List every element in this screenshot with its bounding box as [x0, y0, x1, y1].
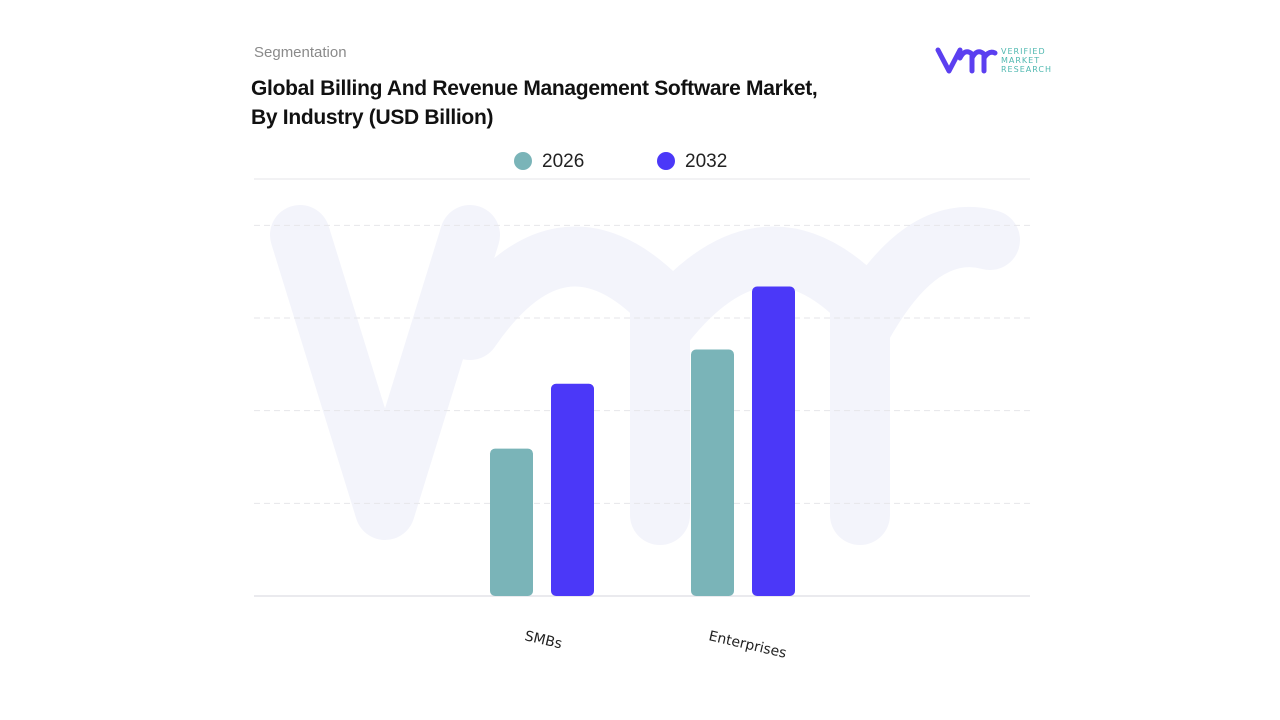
svg-text:VERIFIED: VERIFIED — [1001, 47, 1046, 56]
legend-label-2032: 2032 — [685, 151, 727, 172]
title-line-1: Global Billing And Revenue Management So… — [251, 77, 818, 100]
bar-enterprises-2026 — [691, 349, 734, 596]
legend: 2026 2032 — [514, 151, 727, 172]
vmr-logo: VERIFIED MARKET RESEARCH — [935, 44, 1060, 81]
svg-text:MARKET: MARKET — [1001, 56, 1040, 65]
x-tick-label-smbs: SMBs — [523, 628, 564, 652]
title-line-2: By Industry (USD Billion) — [251, 106, 494, 129]
chart-title: Global Billing And Revenue Management So… — [251, 74, 871, 132]
x-tick-label-enterprises: Enterprises — [707, 628, 788, 661]
bar-smbs-2032 — [551, 383, 594, 596]
legend-label-2026: 2026 — [542, 151, 584, 172]
svg-text:RESEARCH: RESEARCH — [1001, 65, 1052, 74]
legend-marker-2026 — [514, 152, 532, 170]
bar-smbs-2026 — [490, 448, 533, 596]
legend-marker-2032 — [657, 152, 675, 170]
segment-label: Segmentation — [254, 44, 347, 61]
watermark-logo — [270, 205, 1020, 545]
bar-enterprises-2032 — [752, 286, 795, 596]
